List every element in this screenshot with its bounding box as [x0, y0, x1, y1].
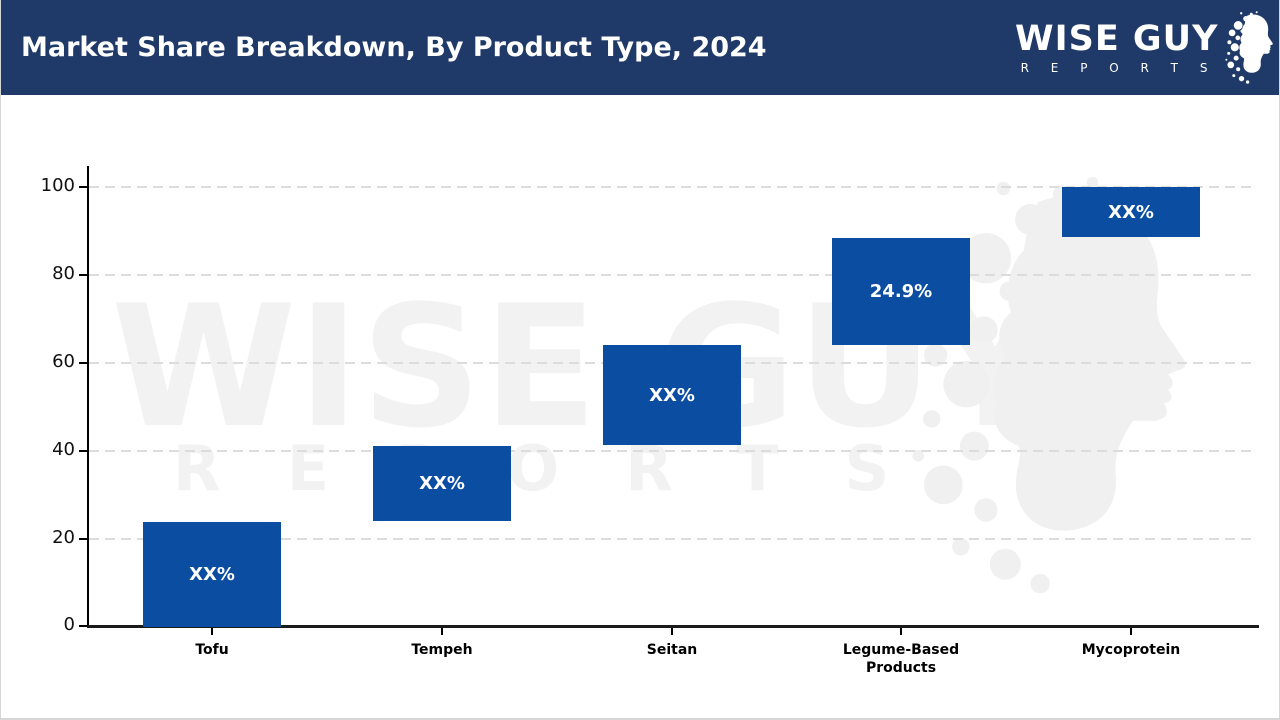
page-title: Market Share Breakdown, By Product Type,… [21, 32, 767, 63]
y-tick-mark [79, 186, 87, 188]
bar-label-tempeh: XX% [419, 473, 465, 494]
x-label-legume: Legume-Based Products [842, 642, 960, 677]
y-tick-label-80: 80 [52, 263, 75, 284]
gridline-40 [89, 450, 1257, 452]
bar-seitan: XX% [603, 345, 741, 445]
y-tick-mark [79, 538, 87, 540]
x-label-seitan: Seitan [646, 642, 698, 658]
header-bar: Market Share Breakdown, By Product Type,… [1, 0, 1279, 95]
x-label-mycoprotein: Mycoprotein [1081, 642, 1181, 658]
bar-tempeh: XX% [373, 446, 511, 521]
bar-mycoprotein: XX% [1062, 187, 1200, 237]
bar-label-tofu: XX% [189, 564, 235, 585]
x-tick-mark [1130, 628, 1132, 635]
logo-head-icon [1225, 11, 1274, 84]
y-tick-mark [79, 274, 87, 276]
y-axis-line [87, 166, 89, 627]
bar-tofu: XX% [143, 522, 281, 627]
y-tick-mark [79, 625, 87, 627]
logo-text: WISE GUY R E P O R T S [1015, 21, 1218, 75]
y-tick-label-20: 20 [52, 527, 75, 548]
x-label-tempeh: Tempeh [411, 642, 473, 658]
y-tick-label-60: 60 [52, 351, 75, 372]
bar-label-seitan: XX% [649, 384, 695, 406]
x-tick-mark [671, 628, 673, 635]
x-tick-mark [441, 628, 443, 635]
bar-label-mycoprotein: XX% [1108, 201, 1154, 223]
x-tick-mark [900, 628, 902, 635]
bar-legume: 24.9% [832, 238, 970, 345]
gridline-100 [89, 186, 1257, 188]
wise-guy-reports-logo: WISE GUY R E P O R T S [1015, 6, 1274, 90]
gridline-20 [89, 538, 1257, 540]
x-label-tofu: Tofu [195, 642, 229, 658]
watermark-reports-text: REPORTS [173, 432, 956, 505]
y-tick-label-40: 40 [52, 439, 75, 460]
y-tick-mark [79, 450, 87, 452]
y-tick-label-0: 0 [63, 614, 75, 635]
y-tick-label-100: 100 [40, 175, 75, 196]
logo-reports-text: R E P O R T S [1020, 60, 1217, 75]
x-tick-mark [211, 628, 213, 635]
bar-label-legume: 24.9% [869, 281, 933, 302]
logo-wiseguy-text: WISE GUY [1015, 19, 1219, 60]
x-axis-line [87, 625, 1259, 628]
y-tick-mark [79, 362, 87, 364]
gridline-80 [89, 274, 1257, 276]
